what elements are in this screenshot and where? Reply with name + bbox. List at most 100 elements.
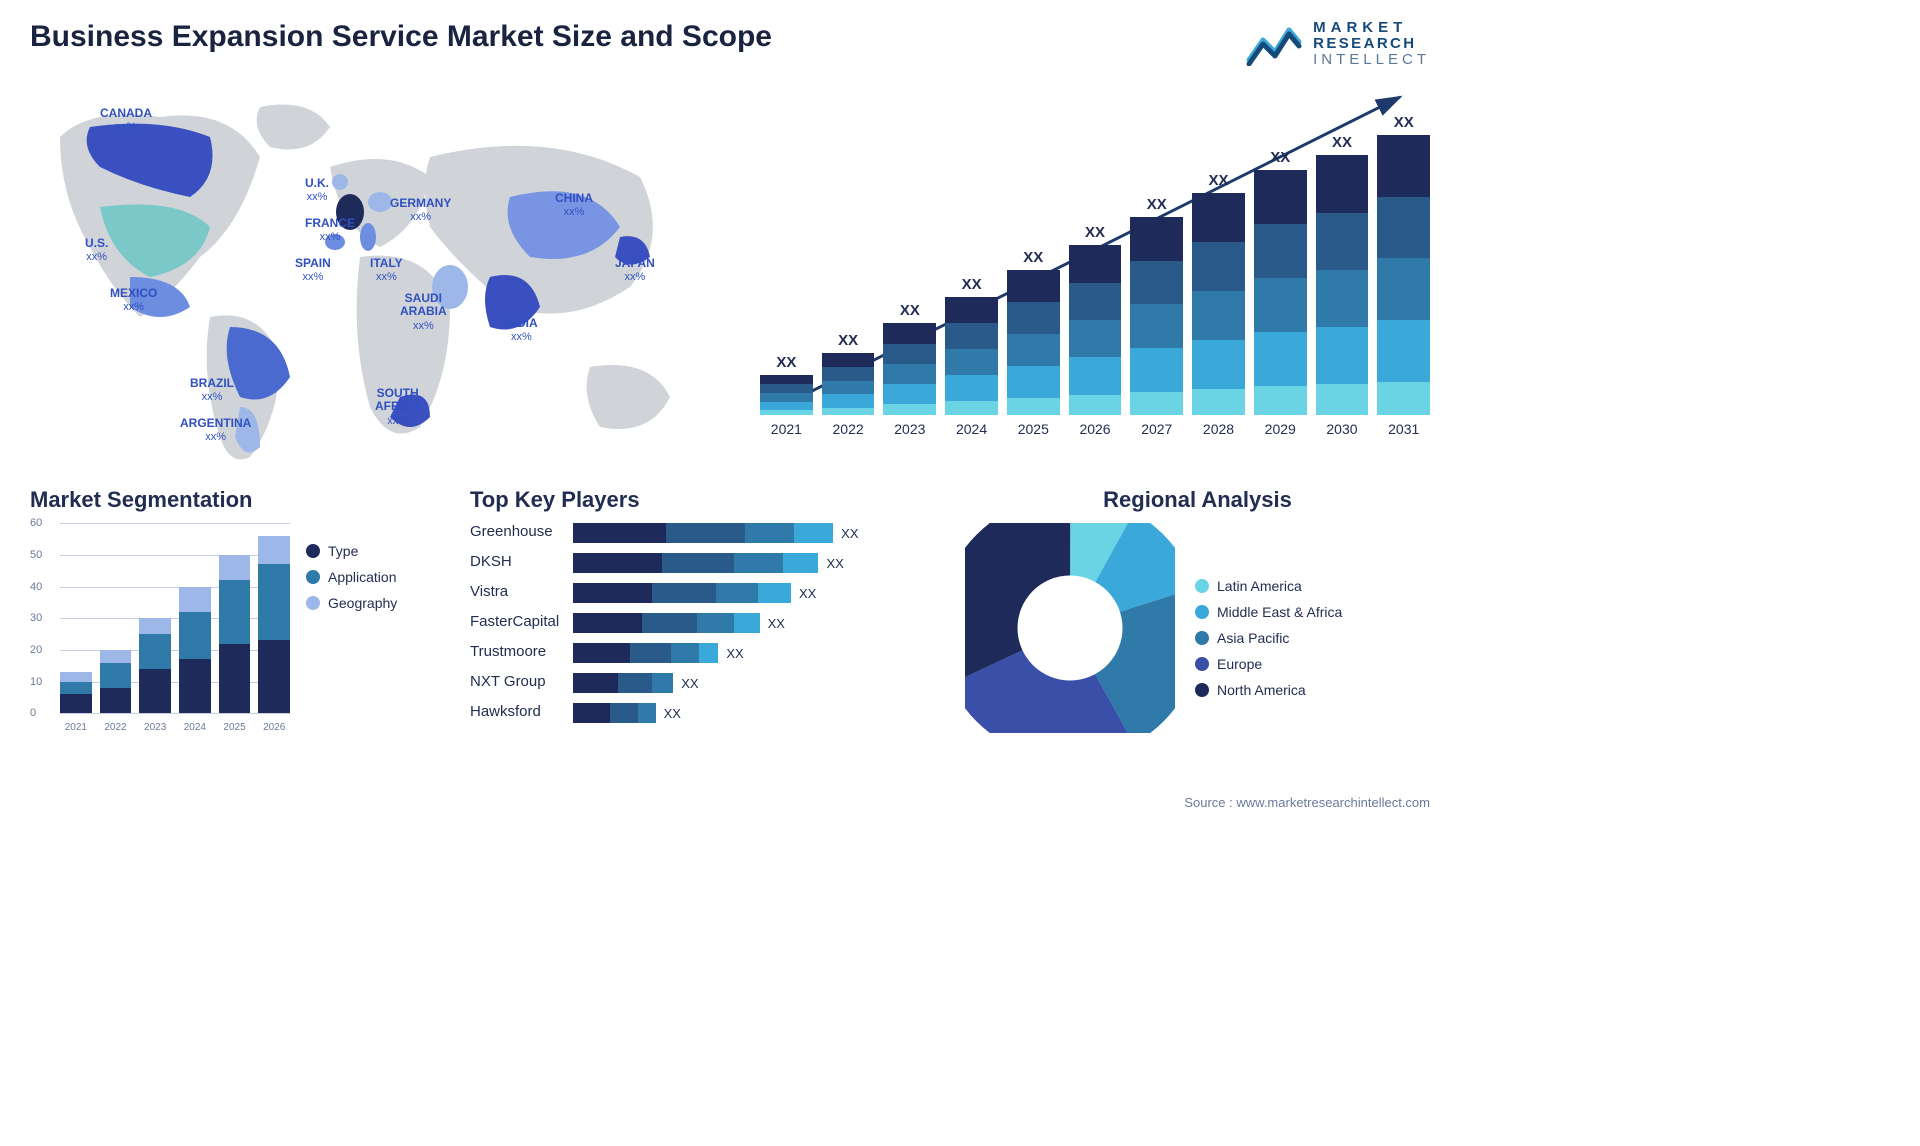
growth-col-2028: XX2028: [1192, 172, 1245, 437]
growth-col-2029: XX2029: [1254, 149, 1307, 437]
growth-seg: [945, 323, 998, 349]
player-seg: [699, 643, 719, 663]
player-row: XX: [573, 613, 935, 633]
header: Business Expansion Service Market Size a…: [30, 20, 1430, 67]
map-label-japan: JAPANxx%: [615, 257, 655, 283]
segmentation-title: Market Segmentation: [30, 487, 440, 513]
seg-col-2022: [100, 650, 132, 713]
map-label-safrica: SOUTHAFRICAxx%: [375, 387, 420, 427]
player-row: XX: [573, 523, 935, 543]
players-section: Top Key Players GreenhouseDKSHVistraFast…: [470, 487, 935, 733]
growth-col-2027: XX 2027: [1130, 196, 1183, 437]
growth-seg: [883, 364, 936, 384]
map-label-france: FRANCExx%: [305, 217, 355, 243]
map-label-mexico: MEXICOxx%: [110, 287, 157, 313]
player-seg: [671, 643, 698, 663]
seg-col-2025: [219, 555, 251, 713]
growth-seg: [822, 367, 875, 381]
growth-seg: [1377, 258, 1430, 320]
player-row: XX: [573, 583, 935, 603]
player-seg: [642, 613, 697, 633]
growth-seg: [1192, 193, 1245, 242]
growth-seg: [760, 393, 813, 402]
legend-text: Asia Pacific: [1217, 630, 1289, 646]
player-seg: [734, 553, 783, 573]
seg-xlabel: 2025: [219, 722, 251, 733]
player-name: FasterCapital: [470, 613, 559, 633]
player-name: DKSH: [470, 553, 559, 573]
growth-value-label: XX: [1085, 224, 1105, 241]
seg-segment: [100, 663, 132, 688]
regional-title: Regional Analysis: [965, 487, 1430, 513]
player-seg: [573, 523, 666, 543]
top-row: CANADAxx%U.S.xx%MEXICOxx%BRAZILxx%ARGENT…: [30, 77, 1430, 467]
player-name: Vistra: [470, 583, 559, 603]
bottom-row: Market Segmentation 01020304050602021202…: [30, 487, 1430, 733]
growth-seg: [1130, 217, 1183, 261]
seg-xlabel: 2021: [60, 722, 92, 733]
growth-year-label: 2022: [833, 421, 864, 437]
seg-gridline: [60, 713, 290, 714]
growth-col-2025: XX 2025: [1007, 249, 1060, 437]
seg-ytick: 0: [30, 707, 36, 719]
growth-seg: [1069, 320, 1122, 357]
growth-seg: [760, 375, 813, 384]
growth-seg: [883, 384, 936, 404]
player-seg: [758, 583, 791, 603]
growth-seg: [1069, 283, 1122, 320]
growth-col-2024: XX2024: [945, 276, 998, 437]
growth-value-label: XX: [1023, 249, 1043, 266]
growth-seg: [1007, 398, 1060, 415]
player-name: Hawksford: [470, 703, 559, 723]
player-bar: [573, 583, 791, 603]
regional-legend-item: Asia Pacific: [1195, 630, 1342, 646]
seg-xlabel: 2024: [179, 722, 211, 733]
seg-segment: [258, 536, 290, 565]
growth-year-label: 2026: [1079, 421, 1110, 437]
growth-col-2026: XX 2026: [1069, 224, 1122, 437]
growth-year-label: 2027: [1141, 421, 1172, 437]
growth-seg: [822, 353, 875, 367]
growth-seg: [1130, 261, 1183, 305]
map-label-spain: SPAINxx%: [295, 257, 331, 283]
growth-col-2023: XX2023: [883, 302, 936, 437]
regional-legend: Latin AmericaMiddle East & AfricaAsia Pa…: [1195, 578, 1342, 698]
player-value: XX: [841, 526, 858, 541]
page-title: Business Expansion Service Market Size a…: [30, 20, 772, 54]
player-name: Trustmoore: [470, 643, 559, 663]
growth-year-label: 2023: [894, 421, 925, 437]
player-value: XX: [768, 616, 785, 631]
growth-seg: [1254, 170, 1307, 224]
legend-dot: [1195, 657, 1209, 671]
seg-legend-item: Geography: [306, 595, 397, 611]
growth-value-label: XX: [838, 332, 858, 349]
growth-seg: [1316, 384, 1369, 415]
growth-value-label: XX: [1394, 114, 1414, 131]
seg-segment: [60, 694, 92, 713]
players-title: Top Key Players: [470, 487, 935, 513]
growth-seg: [822, 381, 875, 395]
seg-ytick: 60: [30, 517, 42, 529]
player-seg: [745, 523, 794, 543]
seg-segment: [258, 564, 290, 640]
growth-seg: [1192, 242, 1245, 291]
regional-legend-item: Middle East & Africa: [1195, 604, 1342, 620]
growth-seg: [1007, 270, 1060, 302]
map-label-saudi: SAUDIARABIAxx%: [400, 292, 447, 332]
logo-line-1: MARKET: [1313, 20, 1430, 36]
growth-value-label: XX: [1147, 196, 1167, 213]
seg-ytick: 40: [30, 581, 42, 593]
growth-year-label: 2031: [1388, 421, 1419, 437]
seg-segment: [100, 688, 132, 713]
player-seg: [783, 553, 818, 573]
legend-text: Geography: [328, 595, 397, 611]
player-seg: [638, 703, 656, 723]
seg-segment: [179, 587, 211, 612]
player-bar: [573, 703, 655, 723]
growth-year-label: 2025: [1018, 421, 1049, 437]
legend-dot: [1195, 631, 1209, 645]
growth-seg: [1069, 395, 1122, 415]
seg-segment: [219, 644, 251, 714]
growth-seg: [1316, 155, 1369, 212]
map-label-argentina: ARGENTINAxx%: [180, 417, 251, 443]
